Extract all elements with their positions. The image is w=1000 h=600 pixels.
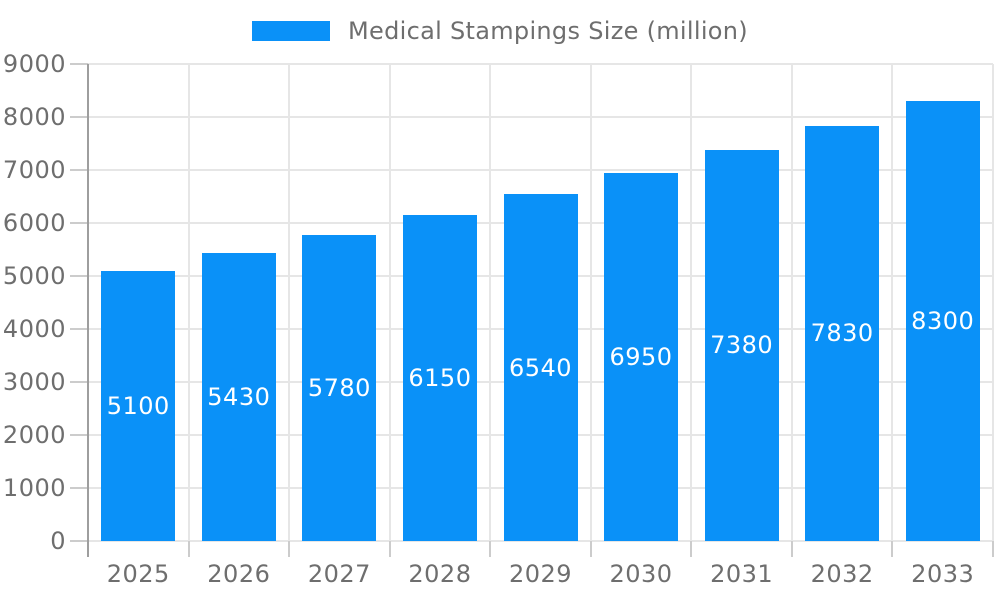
y-axis-tick <box>70 116 88 118</box>
x-tick-label-2027: 2027 <box>307 560 371 588</box>
bar-value-label: 7380 <box>710 331 774 360</box>
x-axis-tick <box>388 541 391 557</box>
x-axis-tick <box>489 541 492 557</box>
x-tick-label-2029: 2029 <box>508 560 573 588</box>
x-axis-tick <box>891 541 894 557</box>
bar-value-label: 5780 <box>307 373 371 402</box>
x-gridline <box>891 64 894 541</box>
bar-2028[interactable]: 6150 <box>402 215 477 541</box>
y-tick-label: 1000 <box>2 474 66 502</box>
legend-label: Medical Stampings Size (million) <box>348 17 748 45</box>
x-gridline <box>690 64 693 541</box>
bar-value-label: 6150 <box>408 364 472 393</box>
bar-2031[interactable]: 7380 <box>704 149 779 541</box>
y-axis-tick <box>70 275 88 277</box>
x-gridline <box>790 64 793 541</box>
x-axis-tick <box>288 541 291 557</box>
y-tick-label: 8000 <box>2 103 66 131</box>
y-axis-tick <box>70 487 88 489</box>
x-axis-tick <box>690 541 693 557</box>
x-gridline <box>489 64 492 541</box>
y-tick-label: 7000 <box>2 156 66 184</box>
x-tick-label-2025: 2025 <box>106 560 170 588</box>
bar-value-label: 8300 <box>911 307 975 336</box>
y-gridline <box>88 169 993 171</box>
x-gridline <box>992 64 994 541</box>
y-axis-tick <box>70 328 88 330</box>
y-tick-label: 3000 <box>2 368 66 396</box>
y-gridline <box>88 116 993 118</box>
x-gridline <box>589 64 592 541</box>
y-axis-tick <box>70 222 88 224</box>
x-tick-label-2030: 2030 <box>609 560 673 588</box>
bar-2033[interactable]: 8300 <box>905 101 980 541</box>
x-tick-label-2033: 2033 <box>911 560 975 588</box>
y-tick-label: 9000 <box>2 50 66 78</box>
x-tick-label-2031: 2031 <box>710 560 774 588</box>
x-axis-tick <box>790 541 793 557</box>
y-gridline <box>88 540 993 542</box>
y-axis-line <box>87 64 89 557</box>
bar-2030[interactable]: 6950 <box>604 172 679 541</box>
bar-2029[interactable]: 6540 <box>503 194 578 541</box>
legend[interactable]: Medical Stampings Size (million) <box>0 17 1000 45</box>
x-gridline <box>288 64 291 541</box>
y-gridline <box>88 63 993 65</box>
x-gridline <box>388 64 391 541</box>
y-axis-tick <box>70 381 88 383</box>
bar-2032[interactable]: 7830 <box>805 126 880 541</box>
bar-value-label: 6950 <box>609 342 673 371</box>
x-tick-label-2032: 2032 <box>810 560 874 588</box>
bar-value-label: 7830 <box>810 319 874 348</box>
y-axis-tick <box>70 540 88 542</box>
bar-2027[interactable]: 5780 <box>302 234 377 541</box>
x-gridline <box>187 64 190 541</box>
x-axis-tick <box>992 541 994 557</box>
bar-value-label: 6540 <box>508 353 573 382</box>
y-tick-label: 0 <box>50 527 66 555</box>
x-axis-tick <box>589 541 592 557</box>
x-tick-label-2026: 2026 <box>207 560 271 588</box>
legend-swatch <box>252 21 331 41</box>
bar-2026[interactable]: 5430 <box>201 253 276 541</box>
y-axis-tick <box>70 434 88 436</box>
y-tick-label: 5000 <box>2 262 66 290</box>
bar-2025[interactable]: 5100 <box>101 270 176 541</box>
x-tick-label-2028: 2028 <box>408 560 472 588</box>
bar-value-label: 5100 <box>106 391 170 420</box>
y-tick-label: 6000 <box>2 209 66 237</box>
y-tick-label: 2000 <box>2 421 66 449</box>
y-axis-tick <box>70 169 88 171</box>
x-axis-tick <box>187 541 190 557</box>
bar-value-label: 5430 <box>207 383 271 412</box>
y-axis-tick <box>70 63 88 65</box>
y-tick-label: 4000 <box>2 315 66 343</box>
